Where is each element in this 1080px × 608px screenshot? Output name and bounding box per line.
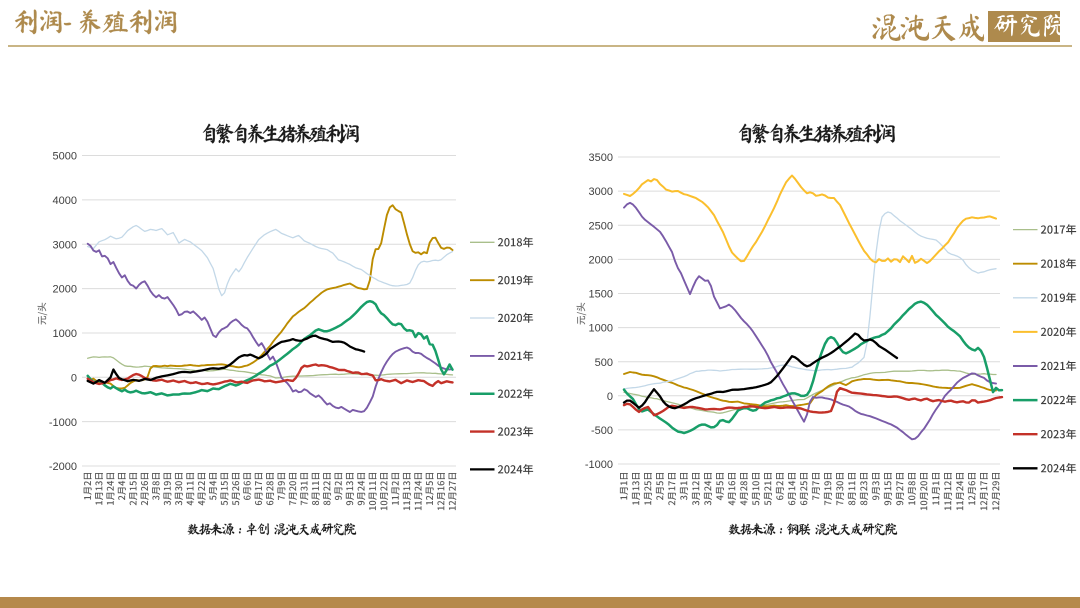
svg-text:1000: 1000	[53, 328, 77, 340]
svg-text:2000: 2000	[53, 284, 77, 296]
svg-text:2500: 2500	[589, 220, 613, 232]
svg-text:0: 0	[71, 372, 77, 384]
svg-text:3000: 3000	[589, 186, 613, 198]
svg-text:2000: 2000	[589, 254, 613, 266]
svg-text:5000: 5000	[53, 151, 77, 163]
svg-text:-2000: -2000	[49, 461, 77, 473]
svg-text:0: 0	[607, 391, 613, 403]
svg-text:-500: -500	[591, 425, 613, 437]
svg-text:1500: 1500	[589, 289, 613, 301]
svg-text:1000: 1000	[589, 323, 613, 335]
svg-text:500: 500	[595, 357, 613, 369]
svg-text:-1000: -1000	[49, 417, 77, 429]
svg-text:4000: 4000	[53, 195, 77, 207]
svg-text:-1000: -1000	[585, 459, 613, 471]
svg-text:3500: 3500	[589, 152, 613, 164]
svg-text:3000: 3000	[53, 239, 77, 251]
